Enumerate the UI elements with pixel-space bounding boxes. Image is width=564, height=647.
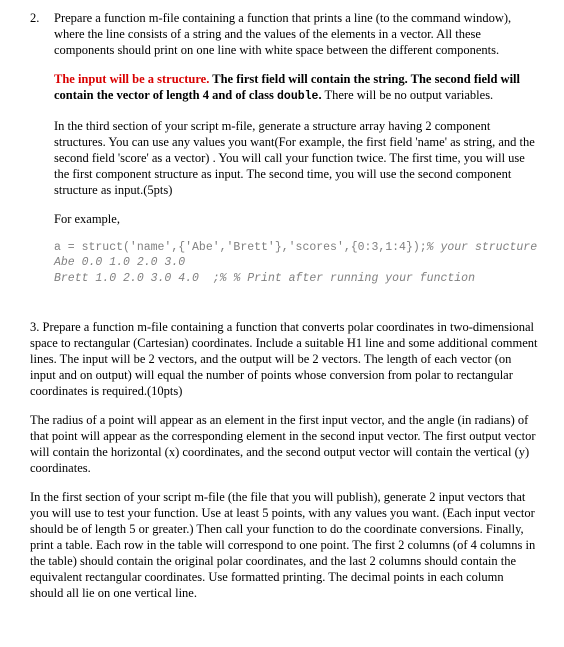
question-2: 2. Prepare a function m-file containing … <box>30 10 538 299</box>
code-line-2: Abe 0.0 1.0 2.0 3.0 <box>54 256 185 269</box>
q3-para-2: The radius of a point will appear as an … <box>30 412 538 476</box>
q3-para-1: 3. Prepare a function m-file containing … <box>30 319 538 399</box>
question-2-body: Prepare a function m-file containing a f… <box>54 10 538 299</box>
question-3: 3. Prepare a function m-file containing … <box>30 319 538 601</box>
page: 2. Prepare a function m-file containing … <box>0 0 564 647</box>
q3-p1-text: Prepare a function m-file containing a f… <box>30 320 537 398</box>
code-line-3a: Brett 1.0 2.0 3.0 4.0 <box>54 272 213 285</box>
q2-para-1: Prepare a function m-file containing a f… <box>54 10 538 58</box>
question-3-number: 3. <box>30 320 43 334</box>
code-line-1a: a = struct('name',{'Abe','Brett'},'score… <box>54 241 427 254</box>
q2-para-3: In the third section of your script m-fi… <box>54 118 538 198</box>
code-line-3b: ;% % Print after running your function <box>213 272 475 285</box>
question-2-number: 2. <box>30 10 54 299</box>
code-line-1b: % your structure <box>427 241 537 254</box>
q2-para-4: For example, <box>54 211 538 227</box>
q2-para-2: The input will be a structure. The first… <box>54 71 538 105</box>
q3-para-3: In the first section of your script m-fi… <box>30 489 538 601</box>
q2-p2-red-bold: The input will be a structure. <box>54 72 209 86</box>
q2-p2-mono: double <box>277 90 318 103</box>
q2-p2-tail: There will be no output variables. <box>322 88 494 102</box>
q2-code-block: a = struct('name',{'Abe','Brett'},'score… <box>54 240 538 287</box>
